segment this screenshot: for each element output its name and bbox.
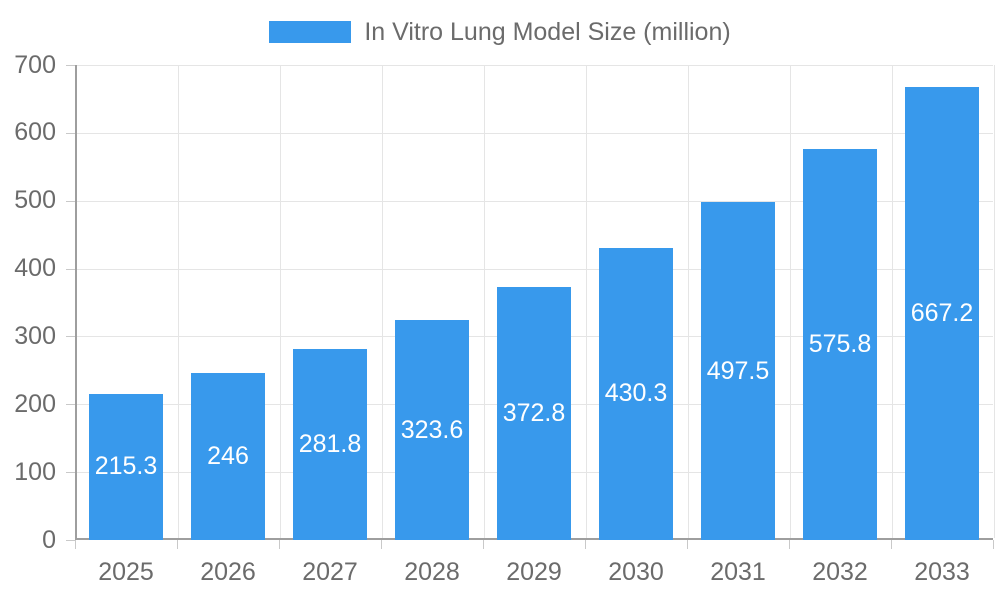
x-axis-tick <box>993 540 994 549</box>
gridline-vertical <box>790 65 791 538</box>
bar-value-label: 323.6 <box>400 415 464 444</box>
x-tick-label: 2030 <box>608 558 664 586</box>
gridline-vertical <box>484 65 485 538</box>
y-axis-tick <box>66 336 75 338</box>
gridline-vertical <box>586 65 587 538</box>
x-axis-tick <box>483 540 484 549</box>
y-tick-label: 0 <box>42 525 56 554</box>
x-tick-label: 2028 <box>404 558 460 586</box>
y-axis-tick <box>66 472 75 474</box>
x-tick-label: 2031 <box>710 558 766 586</box>
bar-value-label: 430.3 <box>604 379 668 408</box>
bar-value-label: 281.8 <box>298 429 362 458</box>
y-tick-label: 700 <box>14 50 56 79</box>
bar[interactable]: 323.6 <box>395 320 469 540</box>
gridline-vertical <box>280 65 281 538</box>
gridline-vertical <box>688 65 689 538</box>
bar[interactable]: 430.3 <box>599 248 673 540</box>
bar[interactable]: 246 <box>191 373 265 540</box>
y-tick-label: 600 <box>14 118 56 147</box>
y-axis-tick <box>66 540 75 541</box>
bar-value-label: 246 <box>207 442 249 471</box>
bar-value-label: 667.2 <box>910 299 974 328</box>
y-tick-label: 500 <box>14 186 56 215</box>
bar[interactable]: 667.2 <box>905 87 979 540</box>
bar-value-label: 372.8 <box>502 399 566 427</box>
bar[interactable]: 281.8 <box>293 348 367 540</box>
gridline-vertical <box>382 65 383 538</box>
bar[interactable]: 497.5 <box>701 202 775 540</box>
gridline-horizontal <box>77 132 993 134</box>
x-axis-tick <box>381 540 382 549</box>
legend[interactable]: In Vitro Lung Model Size (million) <box>0 17 1000 47</box>
gridline-horizontal <box>77 268 993 270</box>
gridline-horizontal <box>77 65 993 66</box>
bar-value-label: 575.8 <box>808 330 872 359</box>
x-axis-tick <box>177 540 178 549</box>
x-axis-tick <box>891 540 892 549</box>
bar-value-label: 497.5 <box>706 356 770 385</box>
x-tick-label: 2029 <box>506 558 562 586</box>
x-axis-tick <box>585 540 586 549</box>
gridline-vertical <box>892 65 893 538</box>
gridline-horizontal <box>77 200 993 202</box>
x-axis-tick <box>789 540 790 549</box>
y-tick-label: 200 <box>14 389 56 418</box>
bar[interactable]: 575.8 <box>803 149 877 540</box>
x-tick-label: 2027 <box>302 558 358 586</box>
x-axis-tick <box>279 540 280 549</box>
legend-swatch <box>269 21 352 43</box>
bar-value-label: 215.3 <box>94 452 158 481</box>
y-axis-tick <box>66 268 75 270</box>
y-tick-label: 300 <box>14 321 56 350</box>
legend-label: In Vitro Lung Model Size (million) <box>364 17 731 46</box>
y-axis-tick <box>66 200 75 202</box>
x-tick-label: 2033 <box>914 558 970 586</box>
gridline-vertical <box>994 65 995 538</box>
x-axis-tick <box>75 540 76 549</box>
y-tick-label: 400 <box>14 254 56 283</box>
bar[interactable]: 215.3 <box>89 393 163 540</box>
y-axis-tick <box>66 65 75 66</box>
x-axis-tick <box>687 540 688 549</box>
y-axis-tick <box>66 132 75 134</box>
bar[interactable]: 372.8 <box>497 287 571 540</box>
x-tick-label: 2025 <box>98 558 154 586</box>
gridline-vertical <box>178 65 179 538</box>
x-tick-label: 2026 <box>200 558 256 586</box>
y-tick-label: 100 <box>14 457 56 486</box>
x-tick-label: 2032 <box>812 558 868 586</box>
y-axis-tick <box>66 404 75 406</box>
